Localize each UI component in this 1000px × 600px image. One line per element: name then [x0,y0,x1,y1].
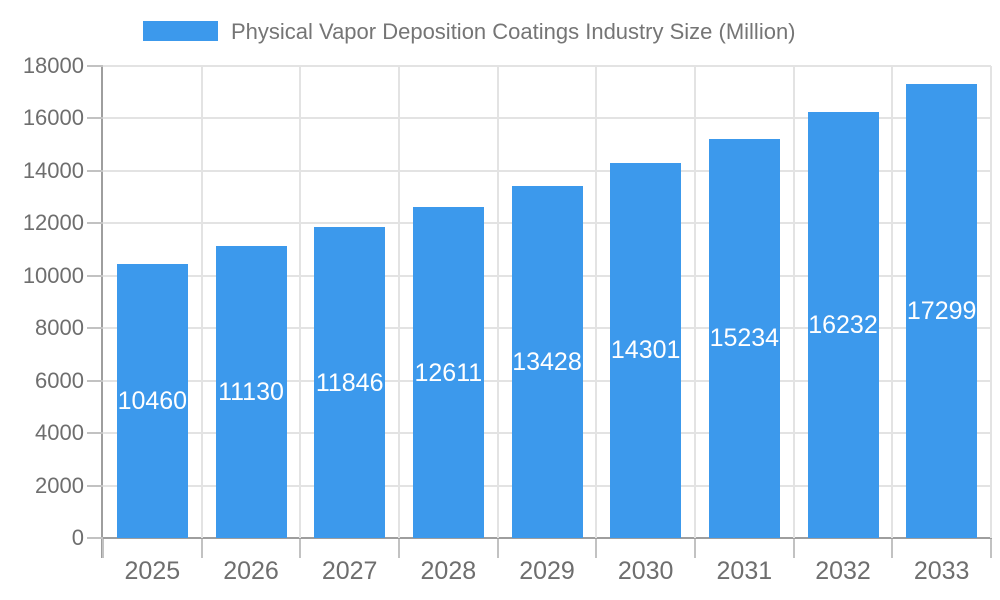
x-tick-label: 2032 [815,557,871,585]
bar [511,185,583,538]
v-gridline [595,66,598,538]
y-tick-label: 2000 [35,472,84,498]
bar [610,163,682,538]
y-tick-label: 6000 [35,367,84,393]
y-tick-label: 14000 [22,157,84,183]
bar-value-label: 16232 [808,311,878,340]
y-tick-label: 16000 [22,105,84,131]
x-tick-label: 2027 [321,557,378,585]
x-tick-label: 2028 [420,557,477,585]
x-tick-mark [496,539,499,558]
x-tick-mark [200,539,203,558]
y-tick-mark [87,274,103,277]
bar [116,263,188,538]
x-tick-mark [694,539,696,558]
x-tick-mark [792,539,795,558]
v-gridline [398,66,400,538]
bar-value-label: 13428 [512,347,582,376]
y-tick-mark [87,169,103,172]
y-axis-line [101,66,103,558]
y-tick-label: 8000 [35,315,84,341]
x-tick-label: 2033 [913,557,970,585]
plot-area: 10460 11130 11846 12611 13428 14301 15234 16232… [103,65,992,538]
x-tick-mark [990,539,992,558]
h-gridline [103,169,991,172]
y-tick-label: 10000 [22,262,84,288]
x-tick-mark [398,539,400,558]
bar [708,138,780,538]
x-tick-label: 2029 [519,557,575,585]
y-tick-mark [87,484,103,487]
x-tick-label: 2031 [716,557,773,585]
x-axis-baseline [101,537,992,539]
x-tick-mark [891,539,894,558]
chart-title: Physical Vapor Deposition Coatings Indus… [231,18,796,44]
bar-value-label: 15234 [709,324,780,353]
h-gridline [103,65,991,67]
y-tick-label: 4000 [35,420,84,446]
y-tick-mark [87,65,103,67]
v-gridline [990,66,992,538]
x-tick-label: 2030 [617,557,674,585]
bar-value-label: 11130 [218,378,284,407]
v-gridline [200,66,203,538]
y-tick-mark [87,379,103,382]
x-tick-label: 2025 [124,557,181,585]
v-gridline [792,66,795,538]
bar [906,84,978,538]
v-gridline [891,66,894,538]
y-tick-mark [87,432,103,435]
v-gridline [496,66,499,538]
y-tick-label: 0 [71,525,84,550]
y-tick-label: 18000 [22,53,84,78]
bar [314,227,386,538]
h-gridline [103,117,991,120]
bar-value-label: 17299 [906,297,977,326]
legend-swatch [143,21,218,41]
bar [412,207,484,538]
x-tick-label: 2026 [223,557,279,585]
x-tick-mark [102,539,104,558]
v-gridline [694,66,696,538]
y-tick-mark [87,537,103,539]
bar [807,112,879,538]
bar-value-label: 12611 [414,358,483,387]
bar-value-label: 10460 [117,386,188,415]
x-tick-mark [299,539,302,558]
y-tick-label: 12000 [22,210,84,236]
bar [215,246,287,538]
v-gridline [299,66,302,538]
bar-value-label: 14301 [610,336,681,365]
y-tick-mark [87,222,103,225]
chart-legend: Physical Vapor Deposition Coatings Indus… [143,17,796,45]
x-tick-mark [595,539,598,558]
bar-value-label: 11846 [315,368,384,397]
y-tick-mark [87,117,103,120]
y-tick-mark [87,327,103,330]
